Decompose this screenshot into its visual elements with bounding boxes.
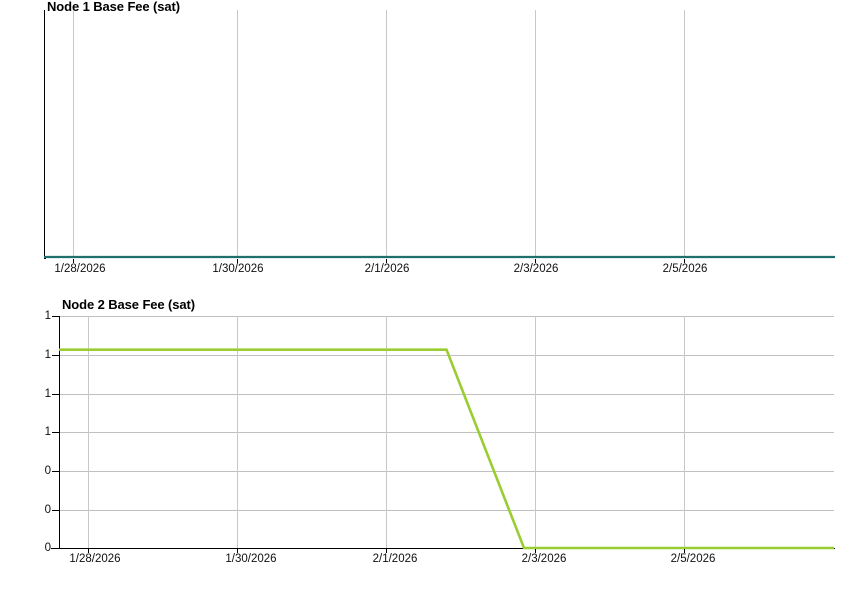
- x-tick: [237, 549, 238, 553]
- x-axis-label: 1/28/2026: [54, 263, 106, 275]
- x-axis-label: 2/1/2026: [372, 553, 418, 565]
- y-axis-label: 1: [44, 426, 51, 438]
- x-axis-line-node1: [44, 258, 46, 259]
- plot-area-node2: [59, 316, 834, 550]
- gridline-horizontal: [59, 432, 834, 433]
- chart-title-node1: Node 1 Base Fee (sat): [47, 0, 181, 14]
- x-tick: [386, 549, 387, 553]
- gridline-vertical: [535, 10, 536, 258]
- chart-panel-node2: Node 2 Base Fee (sat) 1 1 1 1 0 0 0: [0, 295, 860, 600]
- series-line-node2: [59, 348, 834, 550]
- x-tick: [684, 259, 685, 263]
- gridline-vertical: [386, 316, 387, 548]
- x-tick: [535, 259, 536, 263]
- x-axis-label: 1/28/2026: [69, 553, 121, 565]
- x-axis-label: 2/5/2026: [670, 553, 716, 565]
- x-tick: [237, 259, 238, 263]
- gridline-horizontal: [59, 510, 834, 511]
- y-tick: [52, 510, 60, 511]
- y-axis-line-node1: [44, 10, 45, 259]
- gridline-horizontal: [59, 355, 834, 356]
- x-tick: [386, 259, 387, 263]
- gridline-vertical: [73, 10, 74, 258]
- gridline-horizontal: [59, 316, 834, 317]
- y-tick: [52, 355, 60, 356]
- chart-title-node2: Node 2 Base Fee (sat): [62, 297, 196, 312]
- series-line-node1: [44, 255, 835, 259]
- x-tick: [73, 259, 74, 263]
- y-axis-label: 0: [44, 504, 51, 516]
- plot-area-node1: [44, 10, 835, 259]
- x-axis-label: 2/3/2026: [521, 553, 567, 565]
- y-axis-label: 1: [44, 388, 51, 400]
- gridline-vertical: [535, 316, 536, 548]
- chart-panel-node1: Node 1 Base Fee (sat) 1/28/2026 1/30/202…: [0, 0, 860, 295]
- y-tick: [52, 316, 60, 317]
- gridline-horizontal: [59, 471, 834, 472]
- y-axis-label: 1: [44, 349, 51, 361]
- x-axis-line-node2: [51, 548, 835, 549]
- gridline-vertical: [684, 10, 685, 258]
- x-tick: [535, 549, 536, 553]
- gridline-vertical: [386, 10, 387, 258]
- gridline-horizontal: [59, 394, 834, 395]
- y-axis-label: 0: [44, 542, 51, 554]
- y-axis-labels-node2: 1 1 1 1 0 0 0: [37, 310, 51, 554]
- x-axis-label: 2/3/2026: [513, 263, 559, 275]
- y-tick: [52, 548, 60, 549]
- x-axis-label: 1/30/2026: [212, 263, 264, 275]
- x-axis-label: 2/1/2026: [364, 263, 410, 275]
- gridline-vertical: [237, 10, 238, 258]
- y-tick: [52, 394, 60, 395]
- x-tick: [88, 549, 89, 553]
- gridline-vertical: [237, 316, 238, 548]
- gridline-vertical: [684, 316, 685, 548]
- y-axis-label: 1: [44, 310, 51, 322]
- y-tick: [52, 471, 60, 472]
- gridline-vertical: [88, 316, 89, 548]
- x-axis-label: 2/5/2026: [662, 263, 708, 275]
- x-tick: [684, 549, 685, 553]
- y-axis-label: 0: [44, 465, 51, 477]
- y-tick: [52, 432, 60, 433]
- x-axis-label: 1/30/2026: [225, 553, 277, 565]
